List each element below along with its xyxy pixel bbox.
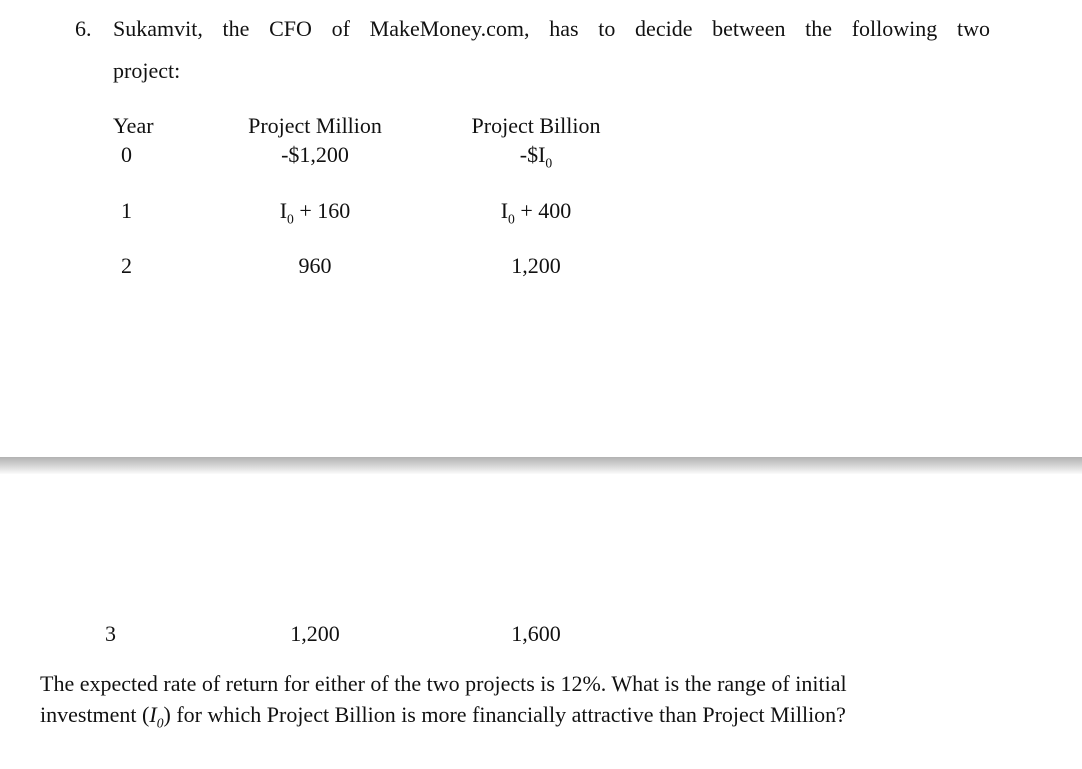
cell-project-billion: -$I0 xyxy=(519,142,553,171)
table-row: 1 I0 + 160 I0 + 400 xyxy=(0,197,1082,227)
initial-investment-symbol: I0 xyxy=(149,702,164,731)
closing-line2: investment (I0) for which Project Billio… xyxy=(40,702,846,731)
cell-project-billion: 1,600 xyxy=(511,621,561,646)
table-row: 2 960 1,200 xyxy=(0,252,1082,280)
cell-project-million: 1,200 xyxy=(290,621,340,646)
closing-line1: The expected rate of return for either o… xyxy=(40,671,847,696)
page-gap-divider xyxy=(0,457,1082,474)
cell-year: 3 xyxy=(105,621,116,646)
cell-year: 2 xyxy=(121,253,132,278)
question-number: 6. xyxy=(75,16,92,41)
question-text-line1: Sukamvit, the CFO of MakeMoney.com, has … xyxy=(113,16,990,41)
cell-project-million: 960 xyxy=(298,253,332,278)
table-row: 0 -$1,200 -$I0 xyxy=(0,141,1082,171)
cell-project-billion: I0 + 400 xyxy=(500,198,572,227)
column-header-project-billion: Project Billion xyxy=(471,113,601,138)
question-text-line2: project: xyxy=(113,58,181,83)
table-row: 3 1,200 1,600 xyxy=(0,620,1082,648)
table-header-row: Year Project Million Project Billion xyxy=(0,112,1082,140)
cell-project-million: -$1,200 xyxy=(281,142,349,167)
cell-year: 1 xyxy=(121,198,132,223)
cell-project-million: I0 + 160 xyxy=(279,198,351,227)
column-header-year: Year xyxy=(113,113,154,138)
column-header-project-million: Project Million xyxy=(248,113,382,138)
question-text: Sukamvit, the CFO of MakeMoney.com, has … xyxy=(113,8,990,92)
question-item: 6. Sukamvit, the CFO of MakeMoney.com, h… xyxy=(75,8,990,92)
cell-project-billion: 1,200 xyxy=(511,253,561,278)
closing-question-paragraph: The expected rate of return for either o… xyxy=(40,668,1000,730)
cell-year: 0 xyxy=(121,142,132,167)
